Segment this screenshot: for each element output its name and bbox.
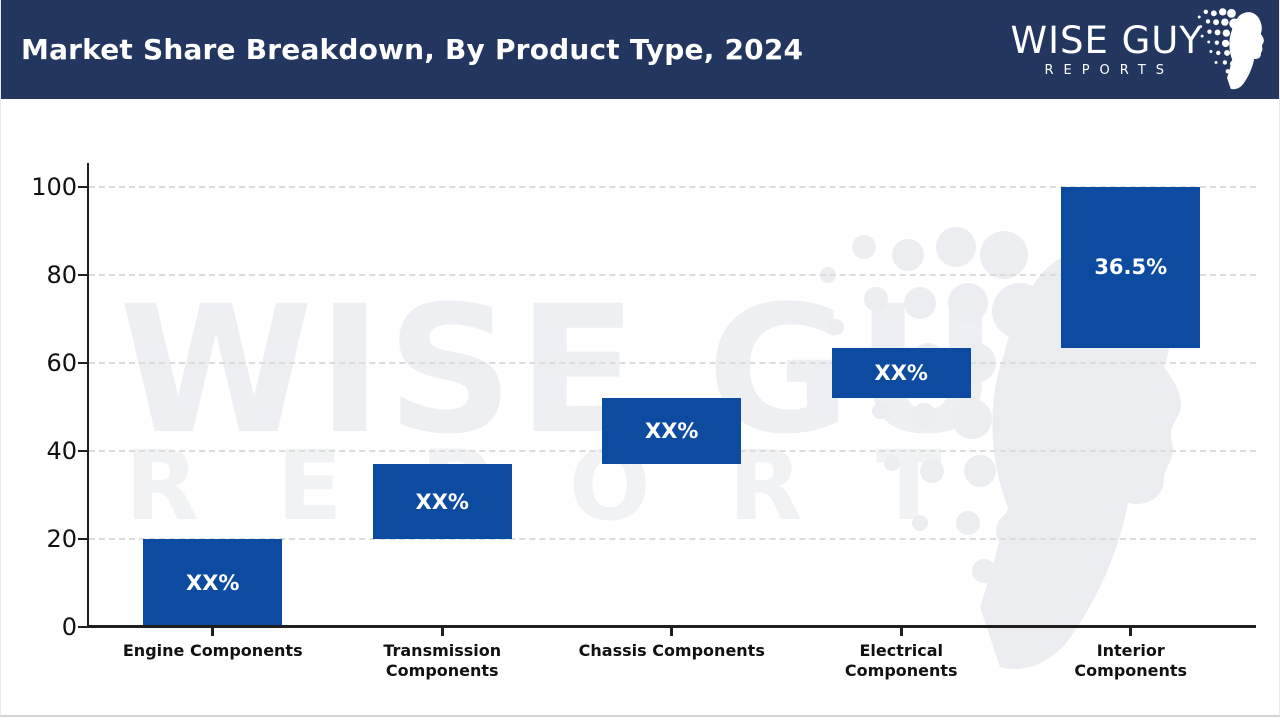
x-axis-tick (899, 628, 903, 636)
bar-value-label: 36.5% (1094, 255, 1168, 280)
x-axis-tick (211, 628, 215, 636)
x-axis-label-line: Components (844, 661, 958, 680)
bar-engine-components: XX% (143, 539, 283, 627)
bar-value-label: XX% (874, 360, 928, 385)
wise-guy-logo: WISE GUY REPORTS (1011, 6, 1267, 94)
logo-subtitle: REPORTS (1044, 62, 1175, 78)
y-axis-tick (78, 186, 87, 188)
x-axis-label-engine-components: Engine Components (83, 641, 343, 661)
x-axis-tick (1129, 628, 1133, 636)
x-axis-label-line: Electrical (859, 641, 944, 660)
x-axis-line (87, 625, 1256, 628)
bar-value-label: XX% (645, 419, 699, 444)
x-axis-label-line: Transmission (383, 641, 502, 660)
x-axis-label-electrical-components: Electrical Components (771, 641, 1031, 681)
bar-electrical-components: XX% (831, 347, 971, 399)
x-axis-tick (670, 628, 674, 636)
x-axis-tick (440, 628, 444, 636)
bar-interior-components: 36.5% (1061, 187, 1201, 348)
gridline-20 (89, 538, 1256, 540)
x-axis-label-transmission-components: Transmission Components (312, 641, 572, 681)
gridline-80 (89, 274, 1256, 276)
x-axis-label-line: Components (1074, 661, 1188, 680)
y-axis-tick (78, 450, 87, 452)
logo-wordmark: WISE GUY (1010, 18, 1203, 62)
bar-transmission-components: XX% (372, 464, 512, 539)
y-axis-tick (78, 362, 87, 364)
y-axis-line (87, 163, 89, 628)
bar-value-label: XX% (186, 571, 240, 595)
header: Market Share Breakdown, By Product Type,… (1, 0, 1279, 99)
page-title: Market Share Breakdown, By Product Type,… (21, 33, 804, 66)
x-axis-label-line: Interior (1096, 641, 1165, 660)
logo-text: WISE GUY REPORTS (1011, 22, 1203, 78)
bar-chassis-components: XX% (602, 398, 742, 465)
y-axis-tick-label: 40 (46, 437, 77, 465)
y-axis-tick (78, 274, 87, 276)
x-axis-label-line: Components (385, 661, 499, 680)
y-axis-tick-label: 100 (31, 173, 77, 201)
x-axis-label-line: Engine Components (122, 641, 303, 660)
y-axis-tick-label: 0 (61, 613, 77, 641)
y-axis-tick-label: 80 (46, 261, 77, 289)
y-axis-tick-label: 20 (46, 525, 77, 553)
y-axis-tick (78, 538, 87, 540)
y-axis-tick-label: 60 (46, 349, 77, 377)
x-axis-label-interior-components: Interior Components (1001, 641, 1261, 681)
x-axis-label-chassis-components: Chassis Components (542, 641, 802, 661)
dotted-head-icon (1193, 6, 1267, 94)
bar-value-label: XX% (415, 489, 469, 514)
gridline-60 (89, 362, 1256, 364)
gridline-100 (89, 186, 1256, 188)
x-axis-label-line: Chassis Components (578, 641, 765, 660)
y-axis-tick (78, 626, 87, 628)
